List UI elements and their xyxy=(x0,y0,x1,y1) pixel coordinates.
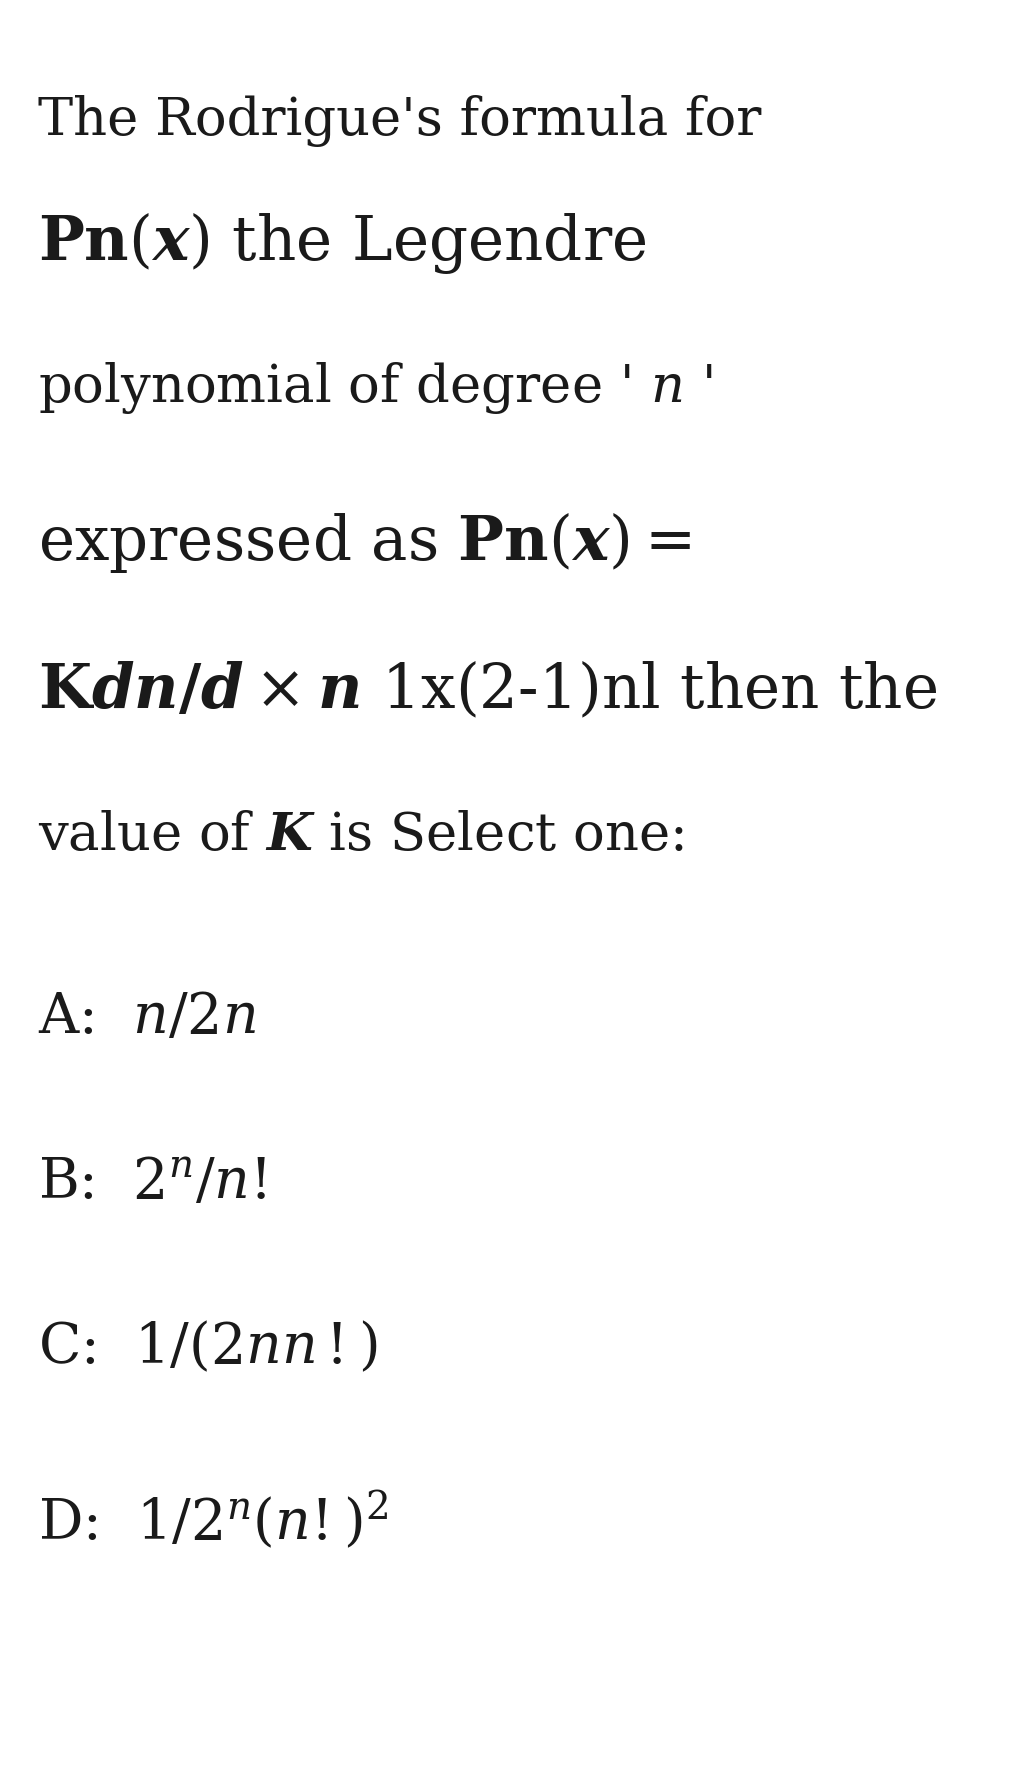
Text: D:  $1/2^n(n!)^2$: D: $1/2^n(n!)^2$ xyxy=(38,1489,388,1553)
Text: expressed as $\mathbf{Pn}(\boldsymbol{x}) =$: expressed as $\mathbf{Pn}(\boldsymbol{x}… xyxy=(38,509,691,575)
Text: The Rodrigue's formula for: The Rodrigue's formula for xyxy=(38,96,762,147)
Text: $\mathbf{Pn}(\boldsymbol{x})$ the Legendre: $\mathbf{Pn}(\boldsymbol{x})$ the Legend… xyxy=(38,211,646,276)
Text: A:  $n/2n$: A: $n/2n$ xyxy=(38,991,256,1045)
Text: value of $\boldsymbol{K}$ is Select one:: value of $\boldsymbol{K}$ is Select one: xyxy=(38,810,684,862)
Text: B:  $2^n/n!$: B: $2^n/n!$ xyxy=(38,1155,266,1210)
Text: polynomial of degree ' $n$ ': polynomial of degree ' $n$ ' xyxy=(38,361,713,416)
Text: $\mathbf{K}\boldsymbol{dn/d} \times \boldsymbol{n}$ 1x(2-1)nl then the: $\mathbf{K}\boldsymbol{dn/d} \times \bol… xyxy=(38,660,937,722)
Text: C:  $1/(2nn\,!)$: C: $1/(2nn\,!)$ xyxy=(38,1320,378,1376)
